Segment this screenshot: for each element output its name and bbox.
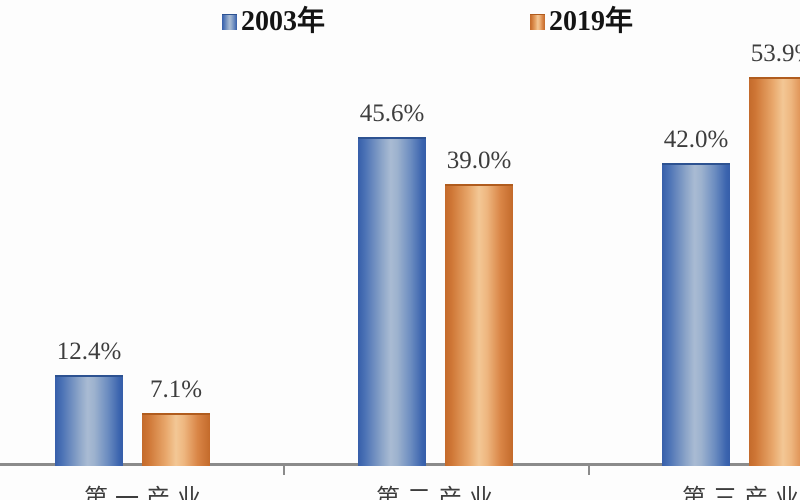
legend-label-2019: 2019年: [549, 6, 634, 37]
legend-item-2019: 2019年: [530, 8, 633, 36]
bar-2003-category-1: [55, 375, 123, 466]
legend-swatch-2003-icon: [222, 14, 237, 30]
x-axis-tick-1: [283, 466, 285, 475]
legend-item-2003: 2003年: [222, 8, 325, 36]
x-axis-category-label-2: 第二产业: [376, 486, 500, 500]
bar-value-label-2019-category-1: 7.1%: [149, 376, 203, 403]
bar-2003-category-3: [662, 163, 730, 466]
bar-2003-category-2: [358, 137, 426, 466]
x-axis-category-label-1: 第一产业: [84, 486, 208, 500]
bar-2019-category-2: [445, 184, 513, 466]
bar-2019-category-1: [142, 413, 210, 466]
bar-2019-category-3: [749, 77, 800, 466]
bar-value-label-2003-category-2: 45.6%: [359, 100, 425, 127]
legend-label-2003: 2003年: [241, 6, 326, 37]
x-axis-category-label-3: 第三产业: [682, 486, 800, 500]
bar-value-label-2019-category-2: 39.0%: [446, 147, 512, 174]
bar-value-label-2019-category-3: 53.9%: [750, 40, 800, 67]
x-axis-tick-2: [588, 466, 590, 475]
bar-value-label-2003-category-3: 42.0%: [663, 126, 729, 153]
legend-swatch-2019-icon: [530, 14, 545, 30]
bar-value-label-2003-category-1: 12.4%: [56, 338, 122, 365]
